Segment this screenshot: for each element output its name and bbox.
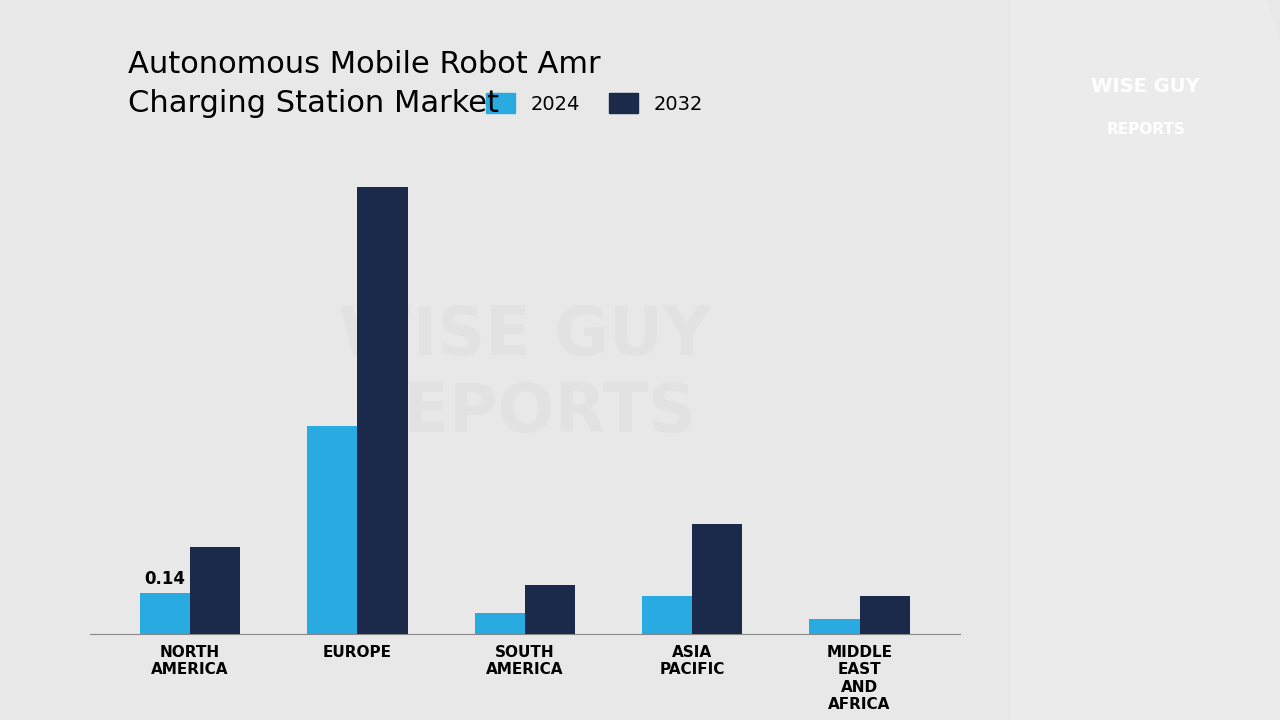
- Bar: [525, 585, 575, 634]
- Text: WISE GUY
REPORTS: WISE GUY REPORTS: [339, 303, 710, 446]
- Bar: [643, 596, 692, 634]
- Bar: [357, 187, 407, 634]
- Text: WISE GUY: WISE GUY: [1092, 77, 1199, 96]
- Text: 0.14: 0.14: [145, 570, 186, 588]
- Text: REPORTS: REPORTS: [1106, 122, 1185, 137]
- Bar: [809, 619, 860, 634]
- Bar: [692, 524, 742, 634]
- Bar: [860, 596, 910, 634]
- Bar: [307, 426, 357, 634]
- Bar: [475, 613, 525, 634]
- Text: Autonomous Mobile Robot Amr
Charging Station Market: Autonomous Mobile Robot Amr Charging Sta…: [128, 50, 600, 117]
- Bar: [189, 547, 241, 634]
- Circle shape: [864, 0, 1280, 720]
- Bar: [140, 593, 189, 634]
- Legend: 2024, 2032: 2024, 2032: [476, 84, 713, 123]
